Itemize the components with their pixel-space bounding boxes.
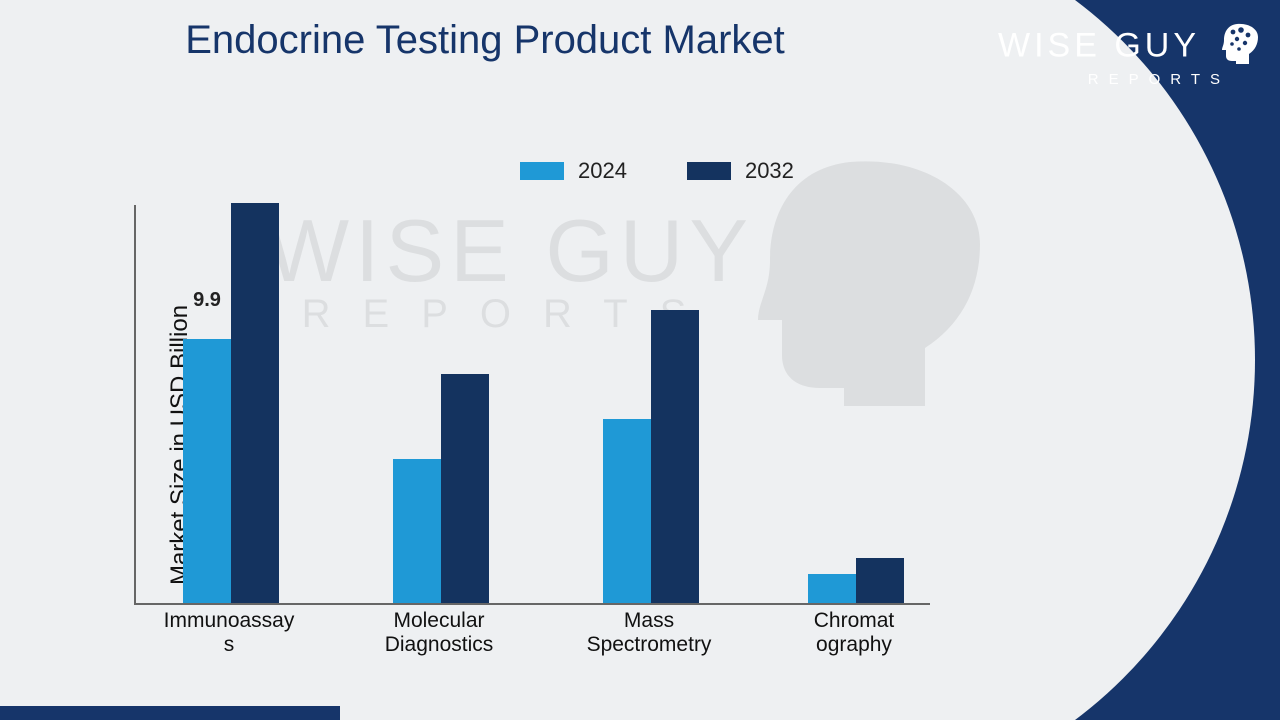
legend-label-2032: 2032: [745, 158, 794, 184]
bar-2032: [651, 310, 699, 603]
x-tick-label: MassSpectrometry: [564, 609, 734, 657]
legend-label-2024: 2024: [578, 158, 627, 184]
brand-line1: WISE GUY: [998, 26, 1199, 64]
legend-swatch-2032: [687, 162, 731, 180]
x-tick-label: MolecularDiagnostics: [354, 609, 524, 657]
bar-group: [603, 310, 699, 603]
chart-area: Market Size in USD Billion 9.9 Immunoass…: [100, 205, 930, 685]
bar-group: [808, 558, 904, 603]
bar-value-label: 9.9: [193, 289, 221, 312]
brand-logo: WISE GUY REPORTS: [998, 22, 1248, 88]
legend-swatch-2024: [520, 162, 564, 180]
bar-2024: [603, 419, 651, 603]
legend-item-2024: 2024: [520, 158, 627, 184]
chart-title: Endocrine Testing Product Market: [0, 18, 970, 63]
bar-2032: [231, 203, 279, 603]
x-tick-label: Chromatography: [769, 609, 939, 657]
legend: 2024 2032: [520, 158, 794, 184]
x-tick-label: Immunoassays: [144, 609, 314, 657]
bar-2032: [441, 374, 489, 603]
brand-head-icon: [1219, 22, 1261, 73]
bar-2024: [808, 574, 856, 603]
x-axis-labels: Immunoassays MolecularDiagnostics MassSpec…: [134, 609, 930, 679]
brand-line2: REPORTS: [998, 71, 1248, 88]
plot-region: 9.9: [134, 205, 930, 605]
bar-2024: [393, 459, 441, 603]
bottom-accent-bar: [0, 706, 340, 720]
page-root: WISE GUY REPORTS Endocrine Testing Produ…: [0, 0, 1280, 720]
legend-item-2032: 2032: [687, 158, 794, 184]
bar-group: [183, 203, 279, 603]
bar-2024: [183, 339, 231, 603]
bar-group: [393, 374, 489, 603]
bar-2032: [856, 558, 904, 603]
